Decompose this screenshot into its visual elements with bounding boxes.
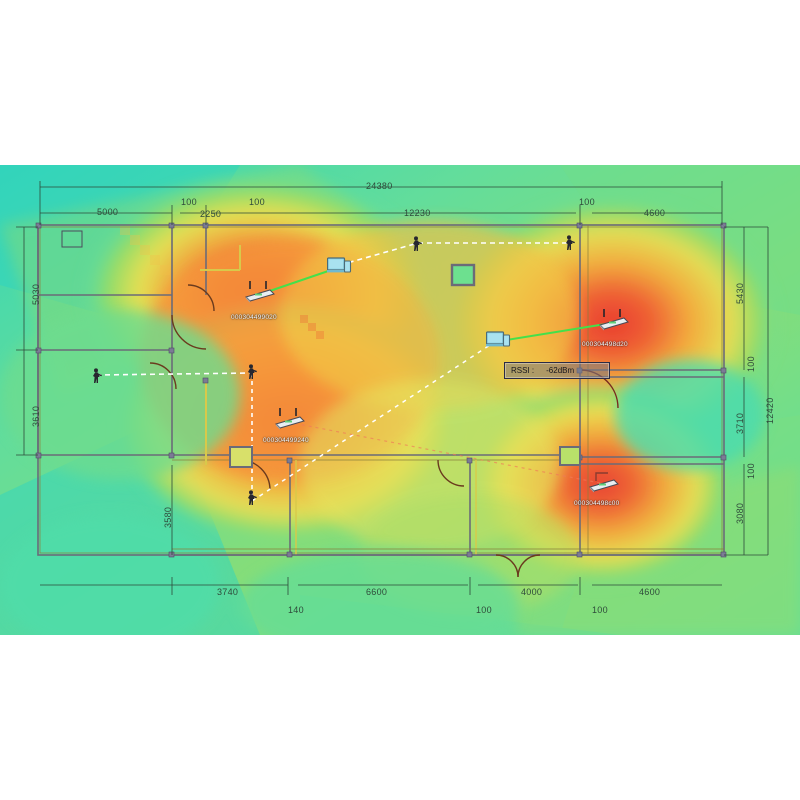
person-icon <box>93 368 102 383</box>
access-point-label: 000304499240 <box>263 437 309 444</box>
dim-left-1: 3610 <box>31 405 41 427</box>
dim-top-1: 100 <box>181 197 197 207</box>
objects <box>61 230 581 468</box>
rf-links <box>95 242 613 502</box>
dim-bottom-5: 100 <box>592 605 608 615</box>
dim-bottom-1: 140 <box>288 605 304 615</box>
person-icon <box>413 236 422 251</box>
floorplan-vector-layer <box>16 181 769 595</box>
access-point-label: 000304498d20 <box>582 341 628 348</box>
dim-left-0: 5030 <box>31 283 41 305</box>
access-point-label: 000304498c00 <box>574 500 620 507</box>
door-swings <box>149 284 619 578</box>
dim-top-5: 100 <box>579 197 595 207</box>
rssi-tooltip[interactable]: RSSI : -62dBm <box>504 362 610 379</box>
dim-bottom-3: 100 <box>476 605 492 615</box>
dim-top-3: 100 <box>249 197 265 207</box>
dim-left-2: 3580 <box>163 506 173 528</box>
dim-top-6: 4600 <box>644 208 666 218</box>
heatmap-svg <box>0 165 800 635</box>
dim-top-overall: 24380 <box>366 181 393 191</box>
dim-top-2: 2250 <box>200 209 222 219</box>
dim-bottom-6: 4600 <box>639 587 661 597</box>
person-icon <box>566 235 575 250</box>
dim-top-4: 12230 <box>404 208 431 218</box>
dim-right-overall: 12420 <box>765 397 775 424</box>
dimension-lines <box>16 181 769 595</box>
dim-right-2: 3710 <box>735 412 745 434</box>
wall-nodes <box>35 222 727 558</box>
rssi-tooltip-label: RSSI : <box>511 366 535 375</box>
access-point-label: 000304499020 <box>231 314 277 321</box>
rssi-heatmap-layer <box>0 165 800 635</box>
access-point-icon[interactable] <box>242 281 276 303</box>
dim-right-3: 100 <box>746 463 756 479</box>
laptop-phone-icon[interactable] <box>486 331 512 349</box>
dim-right-0: 5430 <box>735 282 745 304</box>
walls <box>37 224 725 556</box>
dim-right-4: 3080 <box>735 502 745 524</box>
access-point-icon[interactable] <box>272 408 306 430</box>
rssi-tooltip-value: -62dBm <box>546 366 575 375</box>
access-point-icon[interactable] <box>586 471 620 493</box>
dim-bottom-0: 3740 <box>217 587 239 597</box>
dim-right-1: 100 <box>746 356 756 372</box>
person-icon <box>248 364 257 379</box>
person-icon <box>248 490 257 505</box>
laptop-phone-icon[interactable] <box>327 257 353 275</box>
dim-top-0: 5000 <box>97 207 119 217</box>
dim-bottom-2: 6600 <box>366 587 388 597</box>
access-point-icon[interactable] <box>596 309 630 331</box>
dim-bottom-4: 4000 <box>521 587 543 597</box>
